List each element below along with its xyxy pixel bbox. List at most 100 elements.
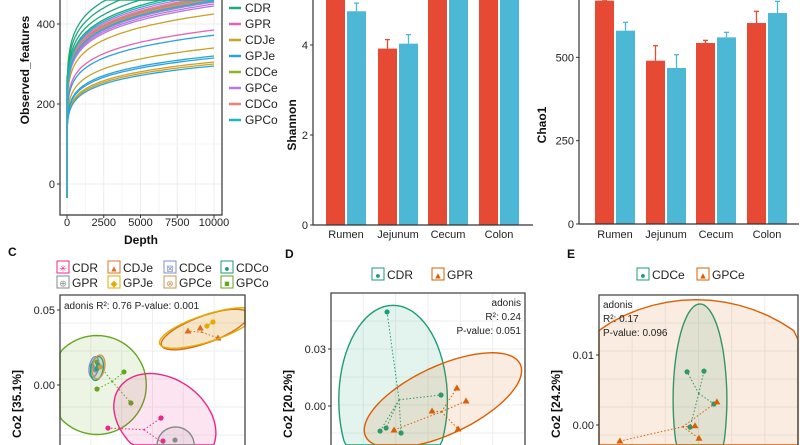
bar-rumen-1 <box>616 30 635 224</box>
legend-label: GPCe <box>245 81 278 95</box>
y-tick-label: 2 <box>302 130 308 142</box>
adonis-annotation: R²: 0.17 <box>603 314 639 325</box>
data-point-CDJe <box>196 324 204 331</box>
legend-symbol-CDR: ● <box>375 271 380 281</box>
legend-label-GPCe: GPCe <box>712 268 745 282</box>
data-point-CDR <box>398 430 404 436</box>
plot-border <box>330 292 526 445</box>
bar-jejunum-1 <box>667 68 686 225</box>
centroid-link <box>686 371 700 394</box>
category-label: Colon <box>753 229 782 241</box>
data-point-GPJe <box>204 323 210 329</box>
data-point-GPR <box>454 425 462 432</box>
adonis-annotation: adonis <box>603 300 632 311</box>
y-tick-label: 0.05 <box>34 305 55 317</box>
rarefaction-curve-GPJe <box>66 65 215 198</box>
x-tick-label: 10000 <box>199 217 230 229</box>
y-tick-label: 0 <box>302 220 308 232</box>
legend-key-box-CDR <box>56 260 70 274</box>
plot-border <box>598 294 799 445</box>
category-label: Jejunum <box>377 229 419 241</box>
legend-symbol-GPCo: ■ <box>224 279 229 289</box>
confidence-ellipse-CDR <box>113 372 217 445</box>
data-point-GPR <box>453 384 461 391</box>
legend-label-CDCo: CDCo <box>236 261 269 275</box>
bar-jejunum-0 <box>378 48 397 225</box>
legend-label: CDCe <box>245 65 278 79</box>
category-label: Rumen <box>597 229 632 241</box>
bar-cecum-1 <box>717 37 736 224</box>
legend-label-GPR: GPR <box>447 268 473 282</box>
y-tick-label: 0.00 <box>573 420 594 432</box>
legend-key-box-CDCe <box>163 260 177 274</box>
bar-jejunum-1 <box>399 43 418 226</box>
category-label: Cecum <box>699 229 734 241</box>
x-tick-label: 7500 <box>165 217 189 229</box>
data-point-CDR <box>160 438 166 444</box>
category-label: Jejunum <box>645 229 687 241</box>
legend-symbol-CDR: ✳ <box>59 264 67 274</box>
data-point-CDCe <box>684 369 690 375</box>
rarefaction-curve-GPJe <box>66 57 215 198</box>
centroid-link <box>206 323 211 327</box>
centroid-link <box>441 411 459 430</box>
confidence-ellipse-GPR <box>156 426 195 445</box>
bar-colon-1 <box>500 0 519 225</box>
legend-key-box-CDCe <box>636 267 650 281</box>
bar-cecum-0 <box>428 0 447 225</box>
bar-rumen-0 <box>326 0 345 225</box>
plot-area <box>331 293 525 445</box>
rarefaction-curve-GPJe <box>66 34 215 198</box>
y-axis-label: Co2 [20.2%] <box>281 370 295 438</box>
panel-label: C <box>8 245 17 259</box>
data-point-CDR <box>384 309 390 315</box>
y-tick-label: 400 <box>37 19 55 31</box>
y-axis-label: Observed_features <box>18 15 32 124</box>
legend-symbol-GPR: ⊕ <box>59 279 67 289</box>
data-point-GPCe <box>616 437 624 444</box>
centroid-link <box>689 393 700 428</box>
legend-label-CDCe: CDCe <box>179 261 212 275</box>
y-tick-label: 0.03 <box>305 344 326 356</box>
data-point-GPCo <box>121 369 127 375</box>
plot-area <box>60 0 222 215</box>
legend-key-box-CDR <box>371 267 385 281</box>
legend-symbol-CDCo: ● <box>224 264 229 274</box>
legend-symbol-GPCe: ▲ <box>699 271 708 281</box>
centroid-link <box>107 427 144 431</box>
bar-cecum-0 <box>696 43 715 225</box>
centroid-link <box>111 371 125 382</box>
legend-label-GPJe: GPJe <box>123 276 153 290</box>
bar-jejunum-0 <box>646 60 665 224</box>
legend-key-box-GPR <box>431 267 445 281</box>
legend-label-GPCo: GPCo <box>236 276 269 290</box>
y-tick-label: 0.01 <box>573 350 594 362</box>
y-axis-label: Chao1 <box>535 106 549 143</box>
rarefaction-curve-CDR <box>66 0 214 198</box>
centroid-link <box>209 321 214 325</box>
y-tick-label: 0 <box>568 219 574 231</box>
bar-colon-0 <box>747 23 766 225</box>
category-label: Rumen <box>328 229 363 241</box>
centroid-link <box>379 399 400 432</box>
legend-key-box-GPCe <box>163 275 177 289</box>
data-point-CDR <box>438 392 444 398</box>
centroid-link <box>187 330 203 333</box>
legend-key-box-GPR <box>56 275 70 289</box>
rarefaction-curve-GPCe <box>66 5 215 198</box>
bar-cecum-1 <box>449 0 468 225</box>
centroid-link <box>386 311 400 400</box>
y-tick-label: 200 <box>37 99 55 111</box>
x-axis-label: Depth <box>124 233 158 247</box>
data-point-GPJe <box>210 319 216 325</box>
centroid-link <box>96 361 113 382</box>
rarefaction-curve-CDJe <box>66 13 215 198</box>
adonis-annotation: adonis R²: 0.76 P-value: 0.001 <box>64 301 200 312</box>
legend-key-box-CDCo <box>220 260 234 274</box>
centroid-link <box>441 400 467 413</box>
y-tick-label: 4 <box>302 40 308 52</box>
x-tick-label: 0 <box>64 217 70 229</box>
legend-label: CDCo <box>245 97 278 111</box>
y-axis-label: Co2 [35.1%] <box>10 370 24 438</box>
x-tick-label: 2500 <box>92 217 116 229</box>
